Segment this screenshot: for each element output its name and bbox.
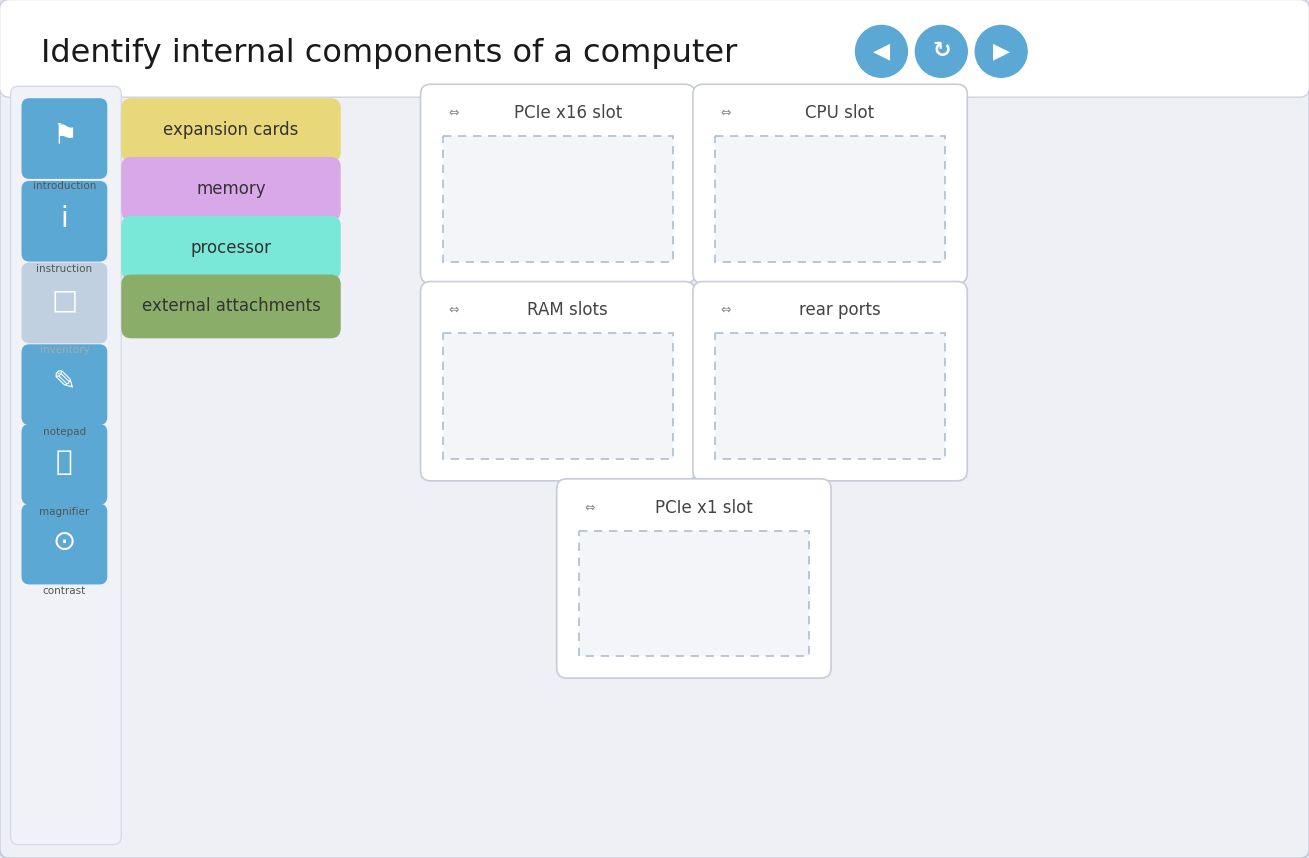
- FancyBboxPatch shape: [122, 157, 340, 221]
- FancyBboxPatch shape: [420, 281, 695, 480]
- Text: ⇔: ⇔: [449, 304, 459, 317]
- Text: ↻: ↻: [932, 41, 950, 62]
- Text: ⚑: ⚑: [52, 122, 77, 150]
- Text: ⊙: ⊙: [52, 528, 76, 556]
- FancyBboxPatch shape: [10, 87, 122, 844]
- Text: ⇔: ⇔: [449, 106, 459, 119]
- FancyBboxPatch shape: [21, 424, 107, 505]
- Text: processor: processor: [191, 239, 271, 257]
- Text: notepad: notepad: [43, 427, 86, 437]
- FancyBboxPatch shape: [692, 281, 967, 480]
- Bar: [715, 334, 945, 459]
- Text: ⇔: ⇔: [585, 501, 596, 514]
- FancyBboxPatch shape: [21, 98, 107, 179]
- FancyBboxPatch shape: [692, 84, 967, 283]
- FancyBboxPatch shape: [21, 263, 107, 343]
- Bar: [442, 136, 673, 262]
- FancyBboxPatch shape: [122, 215, 340, 280]
- FancyBboxPatch shape: [122, 275, 340, 338]
- Bar: [442, 334, 673, 459]
- Text: ⇔: ⇔: [721, 304, 732, 317]
- Circle shape: [915, 26, 967, 77]
- Circle shape: [975, 26, 1028, 77]
- FancyBboxPatch shape: [21, 504, 107, 584]
- Text: contrast: contrast: [43, 586, 86, 596]
- Bar: [579, 530, 809, 656]
- Text: memory: memory: [196, 180, 266, 198]
- Text: rear ports: rear ports: [800, 301, 881, 319]
- FancyBboxPatch shape: [122, 98, 340, 162]
- Text: ⇔: ⇔: [721, 106, 732, 119]
- Text: instruction: instruction: [37, 263, 93, 274]
- Text: ▶: ▶: [992, 41, 1009, 62]
- Text: CPU slot: CPU slot: [805, 104, 874, 122]
- Text: Identify internal components of a computer: Identify internal components of a comput…: [42, 38, 738, 69]
- Circle shape: [856, 26, 907, 77]
- Text: external attachments: external attachments: [141, 298, 321, 316]
- Text: inventory: inventory: [39, 345, 89, 355]
- Text: ⌕: ⌕: [56, 448, 73, 476]
- Text: □: □: [51, 287, 77, 315]
- Text: i: i: [60, 205, 68, 233]
- Text: RAM slots: RAM slots: [528, 301, 609, 319]
- Text: expansion cards: expansion cards: [164, 121, 298, 139]
- FancyBboxPatch shape: [420, 84, 695, 283]
- FancyBboxPatch shape: [556, 479, 831, 678]
- Text: magnifier: magnifier: [39, 507, 89, 517]
- Text: introduction: introduction: [33, 181, 96, 190]
- FancyBboxPatch shape: [21, 181, 107, 262]
- FancyBboxPatch shape: [0, 0, 1309, 97]
- Bar: [715, 136, 945, 262]
- Text: ✎: ✎: [52, 368, 76, 396]
- Text: PCIe x1 slot: PCIe x1 slot: [654, 498, 753, 517]
- Text: ◀: ◀: [873, 41, 890, 62]
- FancyBboxPatch shape: [21, 344, 107, 425]
- Text: PCIe x16 slot: PCIe x16 slot: [513, 104, 622, 122]
